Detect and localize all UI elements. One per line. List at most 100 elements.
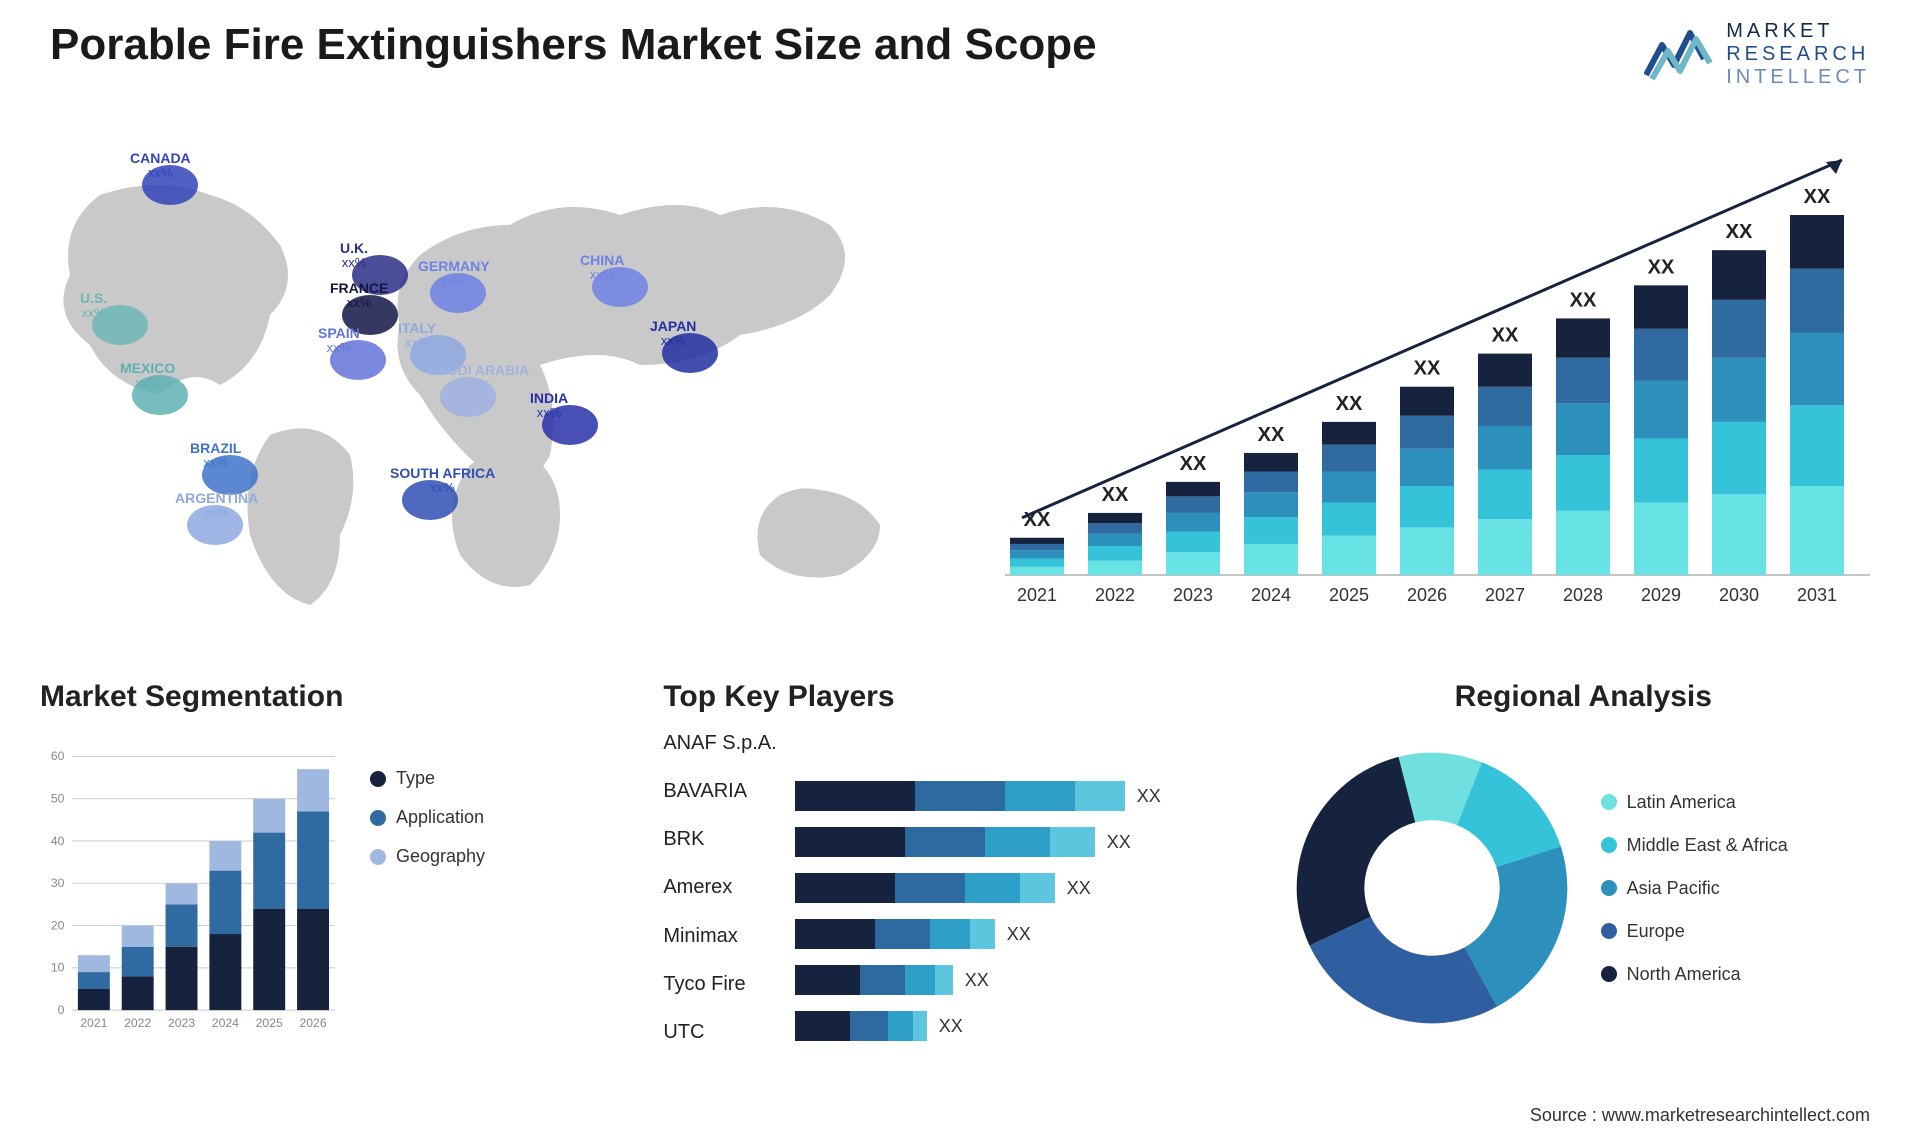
bar-segment: [860, 965, 905, 995]
svg-text:2021: 2021: [1017, 585, 1057, 605]
key-player-row: XX: [795, 870, 1257, 906]
key-player-bar: [795, 965, 953, 995]
key-player-bar: [795, 919, 995, 949]
key-players-bars: XX XX XX XX XX XX: [795, 728, 1257, 1048]
source-text: Source : www.marketresearchintellect.com: [1530, 1105, 1870, 1126]
svg-text:2026: 2026: [1407, 585, 1447, 605]
key-player-value: XX: [1137, 786, 1161, 807]
bar-segment: [985, 827, 1050, 857]
segmentation-panel: Market Segmentation 01020304050602021202…: [40, 680, 633, 1080]
segmentation-legend-item: Application: [370, 807, 485, 828]
key-player-value: XX: [1007, 924, 1031, 945]
key-players-panel: Top Key Players ANAF S.p.A.BAVARIABRKAme…: [663, 680, 1256, 1080]
map-label-france: FRANCExx%: [330, 280, 388, 311]
map-label-mexico: MEXICOxx%: [120, 360, 175, 391]
bar-segment: [905, 827, 985, 857]
key-player-label: BRK: [663, 828, 776, 851]
legend-label: Latin America: [1627, 792, 1736, 813]
svg-text:XX: XX: [1726, 221, 1753, 243]
bar-segment: [895, 873, 965, 903]
bar-segment: [888, 1011, 913, 1041]
map-label-spain: SPAINxx%: [318, 325, 360, 356]
key-player-row: XX: [795, 1008, 1257, 1044]
regional-title: Regional Analysis: [1287, 680, 1880, 714]
map-label-china: CHINAxx%: [580, 252, 624, 283]
map-label-germany: GERMANYxx%: [418, 258, 490, 289]
bar-segment: [850, 1011, 888, 1041]
growth-bar-chart: XX2021XX2022XX2023XX2024XX2025XX2026XX20…: [980, 130, 1880, 640]
key-players-title: Top Key Players: [663, 680, 1256, 714]
key-player-label: Tyco Fire: [663, 973, 776, 996]
svg-text:XX: XX: [1102, 484, 1129, 506]
legend-label: Asia Pacific: [1627, 878, 1720, 899]
logo-line1: MARKET: [1726, 20, 1870, 43]
bar-segment: [795, 781, 915, 811]
logo-line2: RESEARCH: [1726, 43, 1870, 66]
segmentation-legend-item: Type: [370, 768, 485, 789]
svg-text:2028: 2028: [1563, 585, 1603, 605]
svg-text:XX: XX: [1258, 424, 1285, 446]
map-label-south-africa: SOUTH AFRICAxx%: [390, 465, 495, 496]
bar-segment: [915, 781, 1005, 811]
map-label-u-s-: U.S.xx%: [80, 290, 107, 321]
legend-dot: [1601, 837, 1617, 853]
bar-segment: [965, 873, 1020, 903]
legend-label: Middle East & Africa: [1627, 835, 1788, 856]
legend-dot: [1601, 923, 1617, 939]
svg-text:2025: 2025: [1329, 585, 1369, 605]
bar-segment: [1020, 873, 1055, 903]
legend-label: North America: [1627, 964, 1741, 985]
svg-text:0: 0: [58, 1003, 65, 1017]
svg-text:XX: XX: [1492, 325, 1519, 347]
logo-line3: INTELLECT: [1726, 66, 1870, 89]
world-map-panel: CANADAxx%U.S.xx%MEXICOxx%BRAZILxx%ARGENT…: [40, 130, 940, 640]
svg-text:2024: 2024: [1251, 585, 1291, 605]
bar-segment: [795, 1011, 850, 1041]
regional-donut-chart: [1287, 743, 1577, 1033]
bar-segment: [970, 919, 995, 949]
svg-text:2021: 2021: [80, 1016, 107, 1030]
key-player-label: BAVARIA: [663, 780, 776, 803]
regional-legend-item: Asia Pacific: [1601, 878, 1788, 899]
bar-segment: [1075, 781, 1125, 811]
regional-legend: Latin America Middle East & Africa Asia Pa…: [1601, 792, 1788, 985]
key-player-bar: [795, 781, 1125, 811]
svg-text:2030: 2030: [1719, 585, 1759, 605]
brand-logo: MARKET RESEARCH INTELLECT: [1644, 20, 1870, 89]
key-player-row: [795, 732, 1257, 768]
bar-segment: [1050, 827, 1095, 857]
svg-text:XX: XX: [1336, 393, 1363, 415]
svg-text:XX: XX: [1804, 186, 1831, 208]
regional-legend-item: North America: [1601, 964, 1788, 985]
svg-text:2029: 2029: [1641, 585, 1681, 605]
key-player-row: XX: [795, 824, 1257, 860]
logo-icon: [1644, 25, 1714, 85]
svg-text:2022: 2022: [1095, 585, 1135, 605]
key-player-label: Amerex: [663, 876, 776, 899]
legend-label: Europe: [1627, 921, 1685, 942]
page-title: Porable Fire Extinguishers Market Size a…: [50, 20, 1097, 70]
key-player-value: XX: [939, 1016, 963, 1037]
svg-text:2023: 2023: [168, 1016, 195, 1030]
regional-legend-item: Middle East & Africa: [1601, 835, 1788, 856]
regional-legend-item: Latin America: [1601, 792, 1788, 813]
map-label-brazil: BRAZILxx%: [190, 440, 241, 471]
bar-segment: [930, 919, 970, 949]
legend-label: Application: [396, 807, 484, 828]
key-player-row: XX: [795, 962, 1257, 998]
key-player-label: UTC: [663, 1021, 776, 1044]
regional-panel: Regional Analysis Latin America Middle Ea…: [1287, 680, 1880, 1080]
growth-chart-panel: XX2021XX2022XX2023XX2024XX2025XX2026XX20…: [980, 130, 1880, 640]
bar-segment: [795, 873, 895, 903]
key-player-value: XX: [1107, 832, 1131, 853]
key-player-bar: [795, 1011, 927, 1041]
svg-text:XX: XX: [1180, 453, 1207, 475]
key-player-value: XX: [1067, 878, 1091, 899]
key-player-bar: [795, 873, 1055, 903]
segmentation-title: Market Segmentation: [40, 680, 633, 714]
legend-dot: [370, 771, 386, 787]
bar-segment: [935, 965, 953, 995]
legend-dot: [1601, 966, 1617, 982]
legend-label: Geography: [396, 846, 485, 867]
map-label-u-k-: U.K.xx%: [340, 240, 368, 271]
